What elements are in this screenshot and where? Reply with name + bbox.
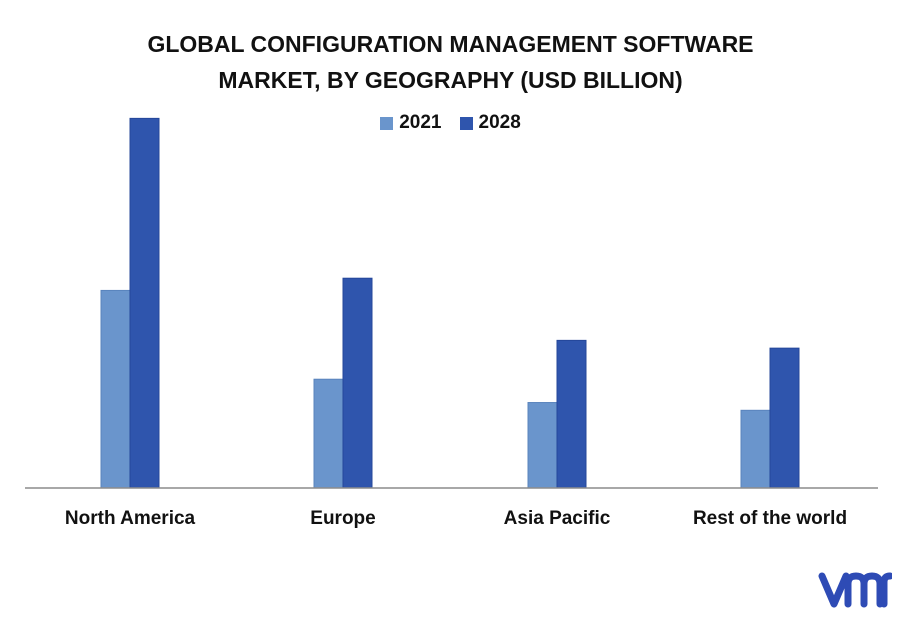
bar-europe-2028 (342, 277, 373, 489)
bar-rest-of-the-world-2021 (740, 409, 771, 489)
legend-label-2021: 2021 (399, 112, 442, 133)
x-tick-label-rest-of-the-world: Rest of the world (693, 508, 847, 529)
x-tick-label-asia-pacific: Asia Pacific (504, 508, 611, 529)
x-axis-labels: North America Europe Asia Pacific Rest of t… (65, 508, 847, 529)
chart-title-line-2: MARKET, BY GEOGRAPHY (USD BILLION) (218, 67, 683, 93)
x-tick-label-europe: Europe (310, 508, 375, 529)
legend-item-2028: 2028 (459, 112, 521, 134)
chart-title-line-1: GLOBAL CONFIGURATION MANAGEMENT SOFTWARE (147, 31, 754, 57)
bar-rest-of-the-world-2028 (769, 347, 800, 489)
legend-swatch-2028 (459, 116, 473, 130)
x-tick-label-north-america: North America (65, 508, 196, 529)
bar-europe-2021 (313, 378, 344, 489)
legend-label-2028: 2028 (478, 112, 521, 133)
bar-asia-pacific-2021 (527, 402, 558, 489)
bar-north-america-2028 (129, 117, 160, 489)
legend-item-2021: 2021 (380, 112, 442, 134)
legend-swatch-2021 (380, 116, 394, 130)
bar-asia-pacific-2028 (556, 339, 587, 489)
chart-legend: 2021 2028 (0, 112, 901, 134)
bar-north-america-2021 (100, 289, 131, 489)
bars-group (100, 117, 800, 489)
chart-title: GLOBAL CONFIGURATION MANAGEMENT SOFTWARE… (0, 26, 901, 98)
vmr-logo-icon (818, 572, 892, 608)
